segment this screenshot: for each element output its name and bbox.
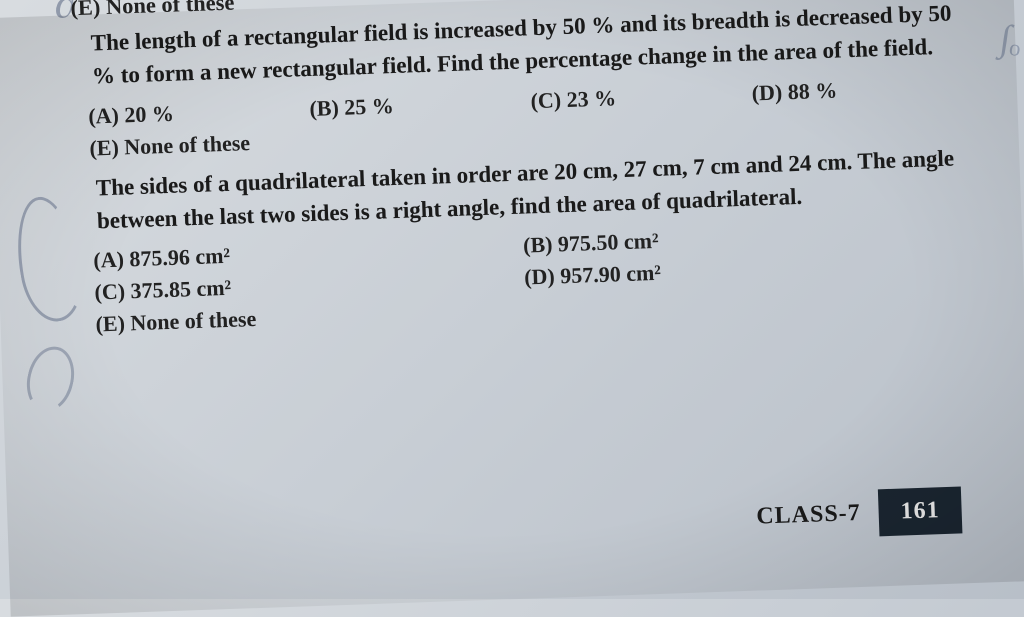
page-footer: CLASS-7 161 [756,486,963,540]
pen-doodle-right: ∫ₒ [997,16,1024,63]
q1-option-e: (E) None of these [89,130,251,162]
footer-class-label: CLASS-7 [756,500,861,531]
q1-option-a: (A) 20 % [88,96,310,130]
q1-option-b: (B) 25 % [309,88,531,122]
question-2-options: (A) 875.96 cm² (B) 975.50 cm² (C) 375.85… [93,216,1001,338]
q1-option-c: (C) 23 % [530,80,752,114]
pen-doodle-left-2 [21,342,81,417]
pen-doodle-left [8,192,90,327]
q1-option-d: (D) 88 % [751,72,973,106]
page-content: ∂ (E) None of these The length of a rect… [29,0,1000,340]
footer-page-number: 161 [878,486,963,536]
